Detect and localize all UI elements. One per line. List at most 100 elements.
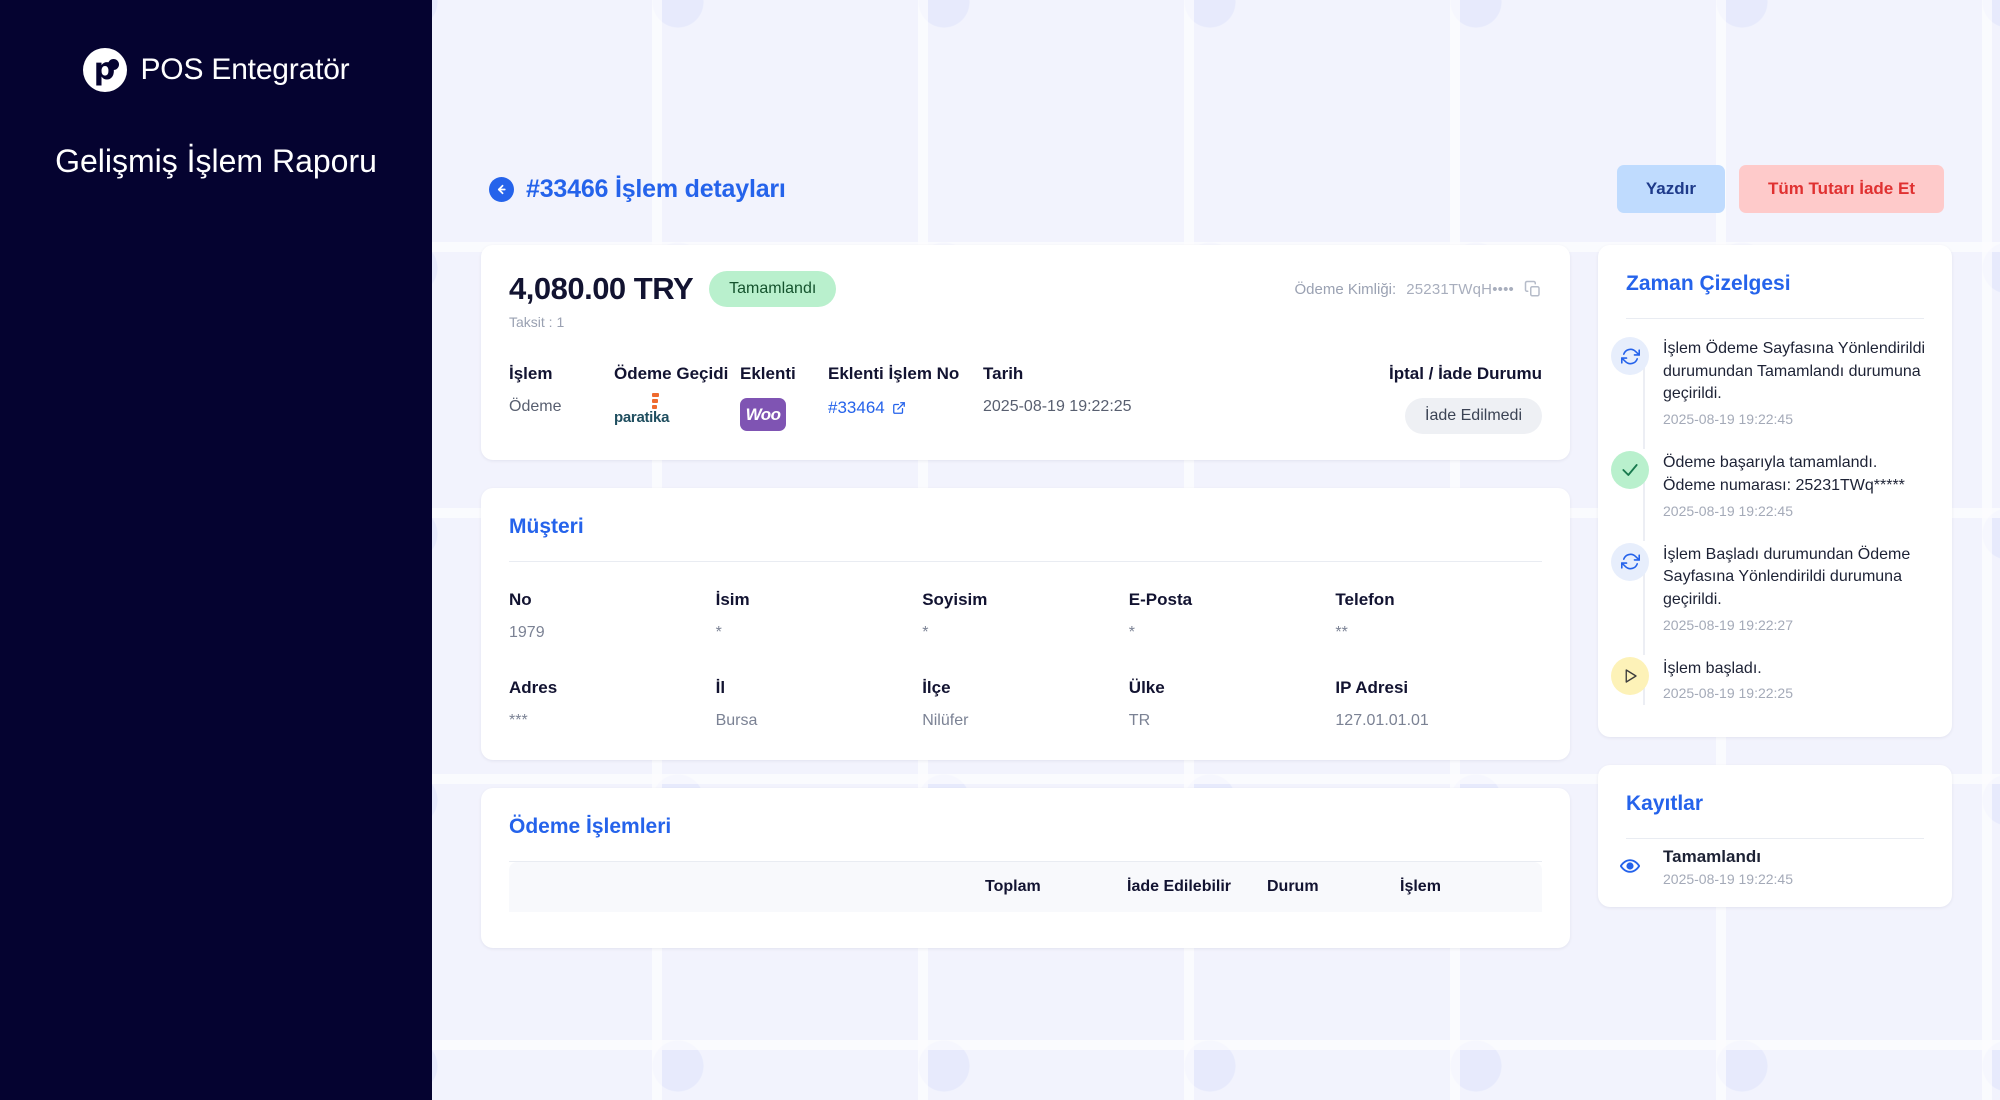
- customer-value-isim: *: [715, 624, 722, 641]
- payments-divider: [509, 861, 1542, 862]
- refund-all-button[interactable]: Tüm Tutarı İade Et: [1738, 165, 1944, 213]
- brand: p POS Entegratör: [82, 48, 350, 92]
- col-header-date: Tarih: [983, 364, 1024, 383]
- record-title: Tamamlandı: [1663, 847, 1761, 867]
- copy-icon[interactable]: [1524, 280, 1542, 298]
- customer-label-soyisim: Soyisim: [922, 590, 988, 609]
- customer-label-isim: İsim: [715, 590, 750, 609]
- timeline-item: İşlem Başladı durumundan Ödeme Sayfasına…: [1598, 533, 1952, 655]
- summary-col-date: Tarih 2025-08-19 19:22:25: [983, 364, 1372, 434]
- amount-value: 4,080.00 TRY: [509, 271, 694, 306]
- timeline-item-time: 2025-08-19 19:22:45: [1663, 502, 1793, 519]
- customer-value-ilce: Nilüfer: [922, 712, 969, 729]
- paratika-logo-icon: paratika: [614, 393, 678, 426]
- external-link-icon: [892, 402, 905, 414]
- summary-col-plugin: Eklenti Woo: [740, 364, 828, 434]
- payments-title: Ödeme İşlemleri: [509, 815, 672, 838]
- summary-col-refund-status: İptal / İade Durumu İade Edilmedi: [1372, 364, 1542, 434]
- customer-label-eposta: E-Posta: [1128, 590, 1193, 609]
- customer-title: Müşteri: [509, 515, 584, 538]
- timeline-item-text: İşlem Başladı durumundan Ödeme Sayfasına…: [1663, 545, 1911, 609]
- summary-col-plugin-txn: Eklenti İşlem No #33464: [828, 364, 983, 434]
- timeline-item: Ödeme başarıyla tamamlandı. Ödeme numara…: [1598, 441, 1952, 541]
- payment-id-value: 25231TWqH••••: [1406, 280, 1514, 298]
- list-item[interactable]: Tamamlandı 2025-08-19 19:22:45: [1598, 839, 1952, 907]
- col-header-islem: İşlem: [509, 364, 553, 383]
- eye-icon[interactable]: [1611, 847, 1649, 886]
- sidebar: p POS Entegratör Gelişmiş İşlem Raporu: [0, 0, 432, 1100]
- timeline-divider: [1626, 318, 1924, 319]
- customer-label-no: No: [509, 590, 532, 609]
- col-header-gateway: Ödeme Geçidi: [614, 364, 729, 383]
- customer-fields-grid: No İsim Soyisim E-Posta Telefon 1979 * *…: [481, 562, 1570, 760]
- customer-label-telefon: Telefon: [1335, 590, 1395, 609]
- summary-top-row: 4,080.00 TRY Tamamlandı Taksit : 1 Ödeme…: [509, 271, 1542, 330]
- customer-card: Müşteri No İsim Soyisim E-Posta Telefon …: [481, 488, 1570, 760]
- timeline-item-body: İşlem Başladı durumundan Ödeme Sayfasına…: [1663, 543, 1926, 633]
- records-divider: [1626, 838, 1924, 840]
- report-title: Gelişmiş İşlem Raporu: [55, 143, 377, 179]
- transaction-summary-card: 4,080.00 TRY Tamamlandı Taksit : 1 Ödeme…: [481, 245, 1570, 460]
- customer-value-no: 1979: [509, 624, 545, 641]
- header-actions: Yazdır Tüm Tutarı İade Et: [1616, 165, 1944, 213]
- play-icon: [1611, 656, 1649, 695]
- timeline-item-text: İşlem başladı.: [1663, 659, 1762, 677]
- customer-value-soyisim: *: [922, 624, 929, 641]
- col-value-islem: Ödeme: [509, 398, 562, 415]
- content-wrapper: #33466 İşlem detayları Yazdır Tüm Tutarı…: [432, 0, 2000, 1100]
- right-column: Zaman Çizelgesi: [1598, 245, 1952, 948]
- customer-value-ip: 127.01.01.01: [1335, 712, 1429, 729]
- records-card: Kayıtlar Tamamlandı 2025-: [1598, 765, 1952, 908]
- payments-col-islem: İşlem: [1400, 878, 1441, 895]
- timeline-item-time: 2025-08-19 19:22:27: [1663, 616, 1793, 633]
- timeline-connector: [1643, 676, 1645, 706]
- timeline-item-text: Ödeme başarıyla tamamlandı. Ödeme numara…: [1663, 454, 1905, 494]
- left-column: 4,080.00 TRY Tamamlandı Taksit : 1 Ödeme…: [481, 245, 1570, 948]
- payments-col-iade-edilebilir: İade Edilebilir: [1127, 878, 1232, 895]
- sync-icon: [1611, 542, 1649, 581]
- timeline-item: İşlem Ödeme Sayfasına Yönlendirildi duru…: [1598, 327, 1952, 450]
- record-time: 2025-08-19 19:22:45: [1663, 871, 1793, 888]
- plugin-transaction-link[interactable]: #33464: [828, 398, 983, 418]
- status-badge: Tamamlandı: [709, 271, 837, 307]
- columns-layout: 4,080.00 TRY Tamamlandı Taksit : 1 Ödeme…: [480, 245, 1952, 948]
- main-area: #33466 İşlem detayları Yazdır Tüm Tutarı…: [432, 0, 2000, 1100]
- brand-logo-dot: [107, 59, 119, 70]
- timeline-connector: [1643, 562, 1645, 655]
- customer-value-ulke: TR: [1128, 712, 1151, 729]
- check-icon: [1611, 451, 1649, 490]
- col-header-plugin: Eklenti: [740, 364, 796, 383]
- timeline-item-text: İşlem Ödeme Sayfasına Yönlendirildi duru…: [1663, 340, 1926, 403]
- record-body: Tamamlandı 2025-08-19 19:22:45: [1663, 847, 1793, 887]
- arrow-left-icon[interactable]: [489, 176, 514, 202]
- col-value-date: 2025-08-19 19:22:25: [983, 398, 1132, 415]
- customer-label-il: İl: [715, 678, 726, 697]
- timeline-item-time: 2025-08-19 19:22:45: [1663, 411, 1793, 428]
- records-title: Kayıtlar: [1626, 792, 1704, 816]
- brand-name: POS Entegratör: [140, 53, 350, 86]
- plugin-transaction-no: #33464: [828, 398, 885, 417]
- table-row: [509, 912, 1542, 948]
- payment-id-label: Ödeme Kimliği:: [1294, 280, 1397, 298]
- customer-value-telefon: **: [1335, 624, 1348, 641]
- payments-col-toplam: Toplam: [985, 878, 1041, 895]
- customer-label-ulke: Ülke: [1128, 678, 1165, 697]
- refund-status-badge: İade Edilmedi: [1405, 398, 1542, 434]
- print-button[interactable]: Yazdır: [1616, 165, 1725, 213]
- timeline-item: İşlem başladı. 2025-08-19 19:22:25: [1598, 647, 1952, 716]
- page-header: #33466 İşlem detayları Yazdır Tüm Tutarı…: [480, 0, 1952, 213]
- timeline-connector: [1643, 357, 1645, 450]
- col-header-refund-status: İptal / İade Durumu: [1388, 364, 1542, 383]
- timeline-list: İşlem Ödeme Sayfasına Yönlendirildi duru…: [1598, 319, 1952, 715]
- amount-status-row: 4,080.00 TRY Tamamlandı: [509, 271, 837, 307]
- timeline-item-body: İşlem Ödeme Sayfasına Yönlendirildi duru…: [1663, 337, 1926, 427]
- col-header-plugin-txn: Eklenti İşlem No: [828, 364, 960, 383]
- brand-logo-letter: p: [93, 52, 116, 87]
- timeline-connector: [1643, 471, 1645, 541]
- payments-table-header: Toplam İade Edilebilir Durum İşlem: [509, 862, 1542, 912]
- payment-id-row: Ödeme Kimliği: 25231TWqH••••: [1294, 271, 1542, 298]
- payment-transactions-card: Ödeme İşlemleri Toplam İade Edilebilir D…: [481, 788, 1570, 948]
- woocommerce-icon: Woo: [740, 398, 786, 431]
- payments-table: Toplam İade Edilebilir Durum İşlem: [509, 862, 1542, 948]
